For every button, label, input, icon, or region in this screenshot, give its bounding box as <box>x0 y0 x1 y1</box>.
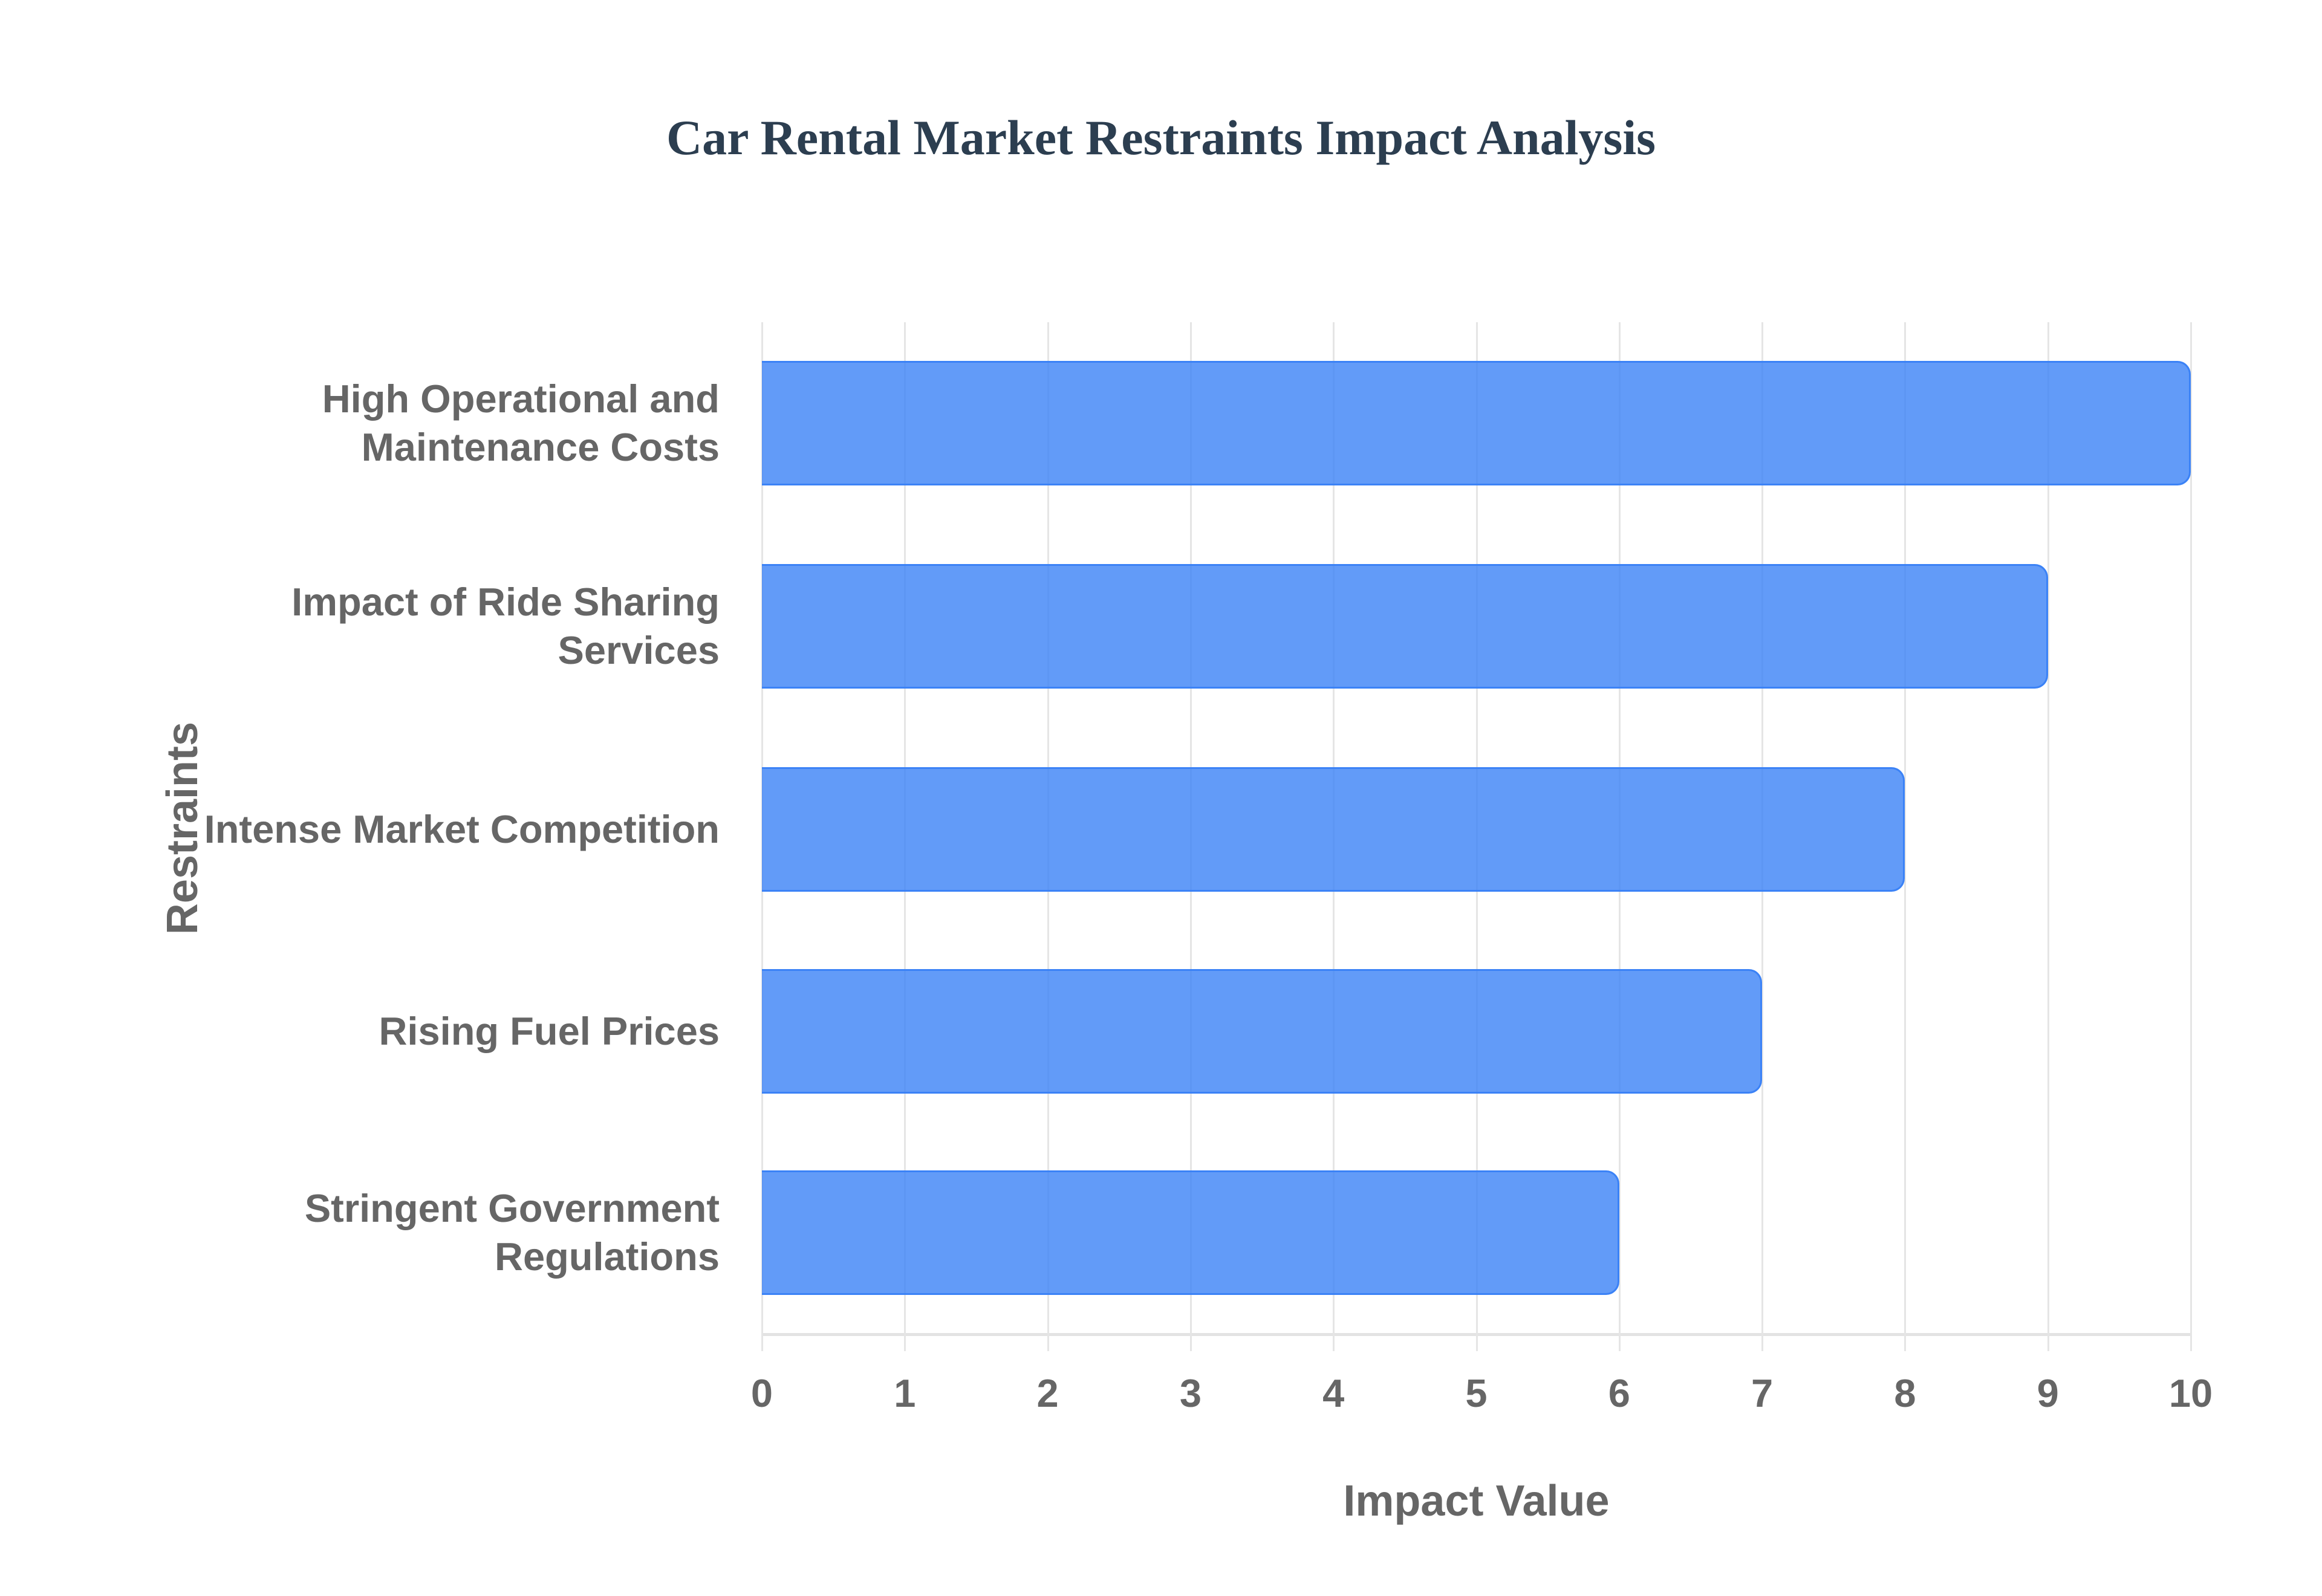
bar[interactable] <box>762 361 2191 485</box>
y-category-label: Stringent Government Regulations <box>115 1184 720 1281</box>
x-tick-label: 8 <box>1894 1371 1916 1415</box>
label-line: Impact of Ride Sharing <box>291 580 720 624</box>
bar[interactable] <box>762 767 1905 892</box>
y-axis-title: Restraints <box>158 721 207 935</box>
bar[interactable] <box>762 1170 1619 1295</box>
label-line: Maintenance Costs <box>361 425 720 469</box>
y-category-label: Intense Market Competition <box>115 805 720 854</box>
x-axis-title: Impact Value <box>1343 1477 1610 1525</box>
gridline <box>2047 322 2049 1351</box>
label-line: Intense Market Competition <box>204 807 720 851</box>
y-category-label: Rising Fuel Prices <box>115 1007 720 1056</box>
bar[interactable] <box>762 564 2048 689</box>
x-tick-label: 7 <box>1751 1371 1774 1415</box>
bar[interactable] <box>762 969 1763 1094</box>
label-line: High Operational and <box>322 377 720 421</box>
x-tick-label: 4 <box>1322 1371 1345 1415</box>
x-tick-label: 9 <box>2037 1371 2059 1415</box>
chart-title: Car Rental Market Restraints Impact Anal… <box>666 110 1656 165</box>
y-category-label: High Operational and Maintenance Costs <box>115 375 720 472</box>
y-category-label: Impact of Ride Sharing Services <box>115 578 720 675</box>
x-tick-label: 10 <box>2168 1371 2213 1415</box>
label-line: Regulations <box>495 1234 720 1279</box>
label-line: Services <box>558 628 720 672</box>
x-tick-label: 1 <box>894 1371 916 1415</box>
x-tick-label: 6 <box>1608 1371 1630 1415</box>
label-line: Rising Fuel Prices <box>379 1009 720 1053</box>
label-line: Stringent Government <box>304 1186 720 1230</box>
x-tick-label: 0 <box>750 1371 773 1415</box>
gridline <box>2190 322 2192 1351</box>
x-tick-label: 5 <box>1465 1371 1488 1415</box>
x-tick-label: 3 <box>1179 1371 1202 1415</box>
plot-area <box>761 322 2192 1351</box>
x-tick-label: 2 <box>1036 1371 1059 1415</box>
gridline <box>1904 322 1907 1351</box>
